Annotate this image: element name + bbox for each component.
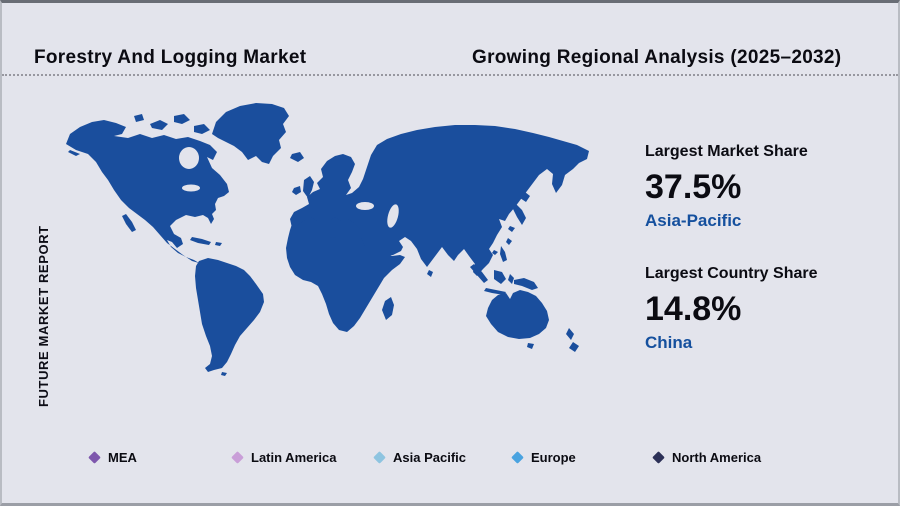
tasmania <box>527 343 534 349</box>
diamond-marker-icon <box>652 451 665 464</box>
iceland <box>290 152 304 162</box>
greenland <box>212 103 289 164</box>
stat-region: China <box>645 333 693 352</box>
australia <box>486 290 549 339</box>
page-subtitle: Growing Regional Analysis (2025–2032) <box>472 47 842 68</box>
legend-item-north-america: North America <box>652 450 762 465</box>
diamond-marker-icon <box>231 451 244 464</box>
indonesia-new-guinea <box>470 264 538 295</box>
italy-sicily <box>323 214 339 241</box>
legend-item-latin-america: Latin America <box>231 450 337 465</box>
south-america <box>195 258 264 372</box>
legend-item-mea: MEA <box>88 450 137 465</box>
dotted-divider <box>2 74 898 76</box>
legend-label: Latin America <box>251 450 337 465</box>
stat-value: 37.5% <box>645 168 742 206</box>
page-title: Forestry And Logging Market <box>34 47 307 68</box>
legend-label: Asia Pacific <box>393 450 466 465</box>
inland-water <box>179 147 399 228</box>
world-map <box>64 98 600 408</box>
legend-label: North America <box>672 450 762 465</box>
madagascar <box>382 297 394 320</box>
legend-label: MEA <box>108 450 137 465</box>
philippines <box>500 246 507 262</box>
caribbean <box>190 237 222 246</box>
legend-label: Europe <box>531 450 576 465</box>
diamond-marker-icon <box>88 451 101 464</box>
eurasia <box>290 125 589 276</box>
legend-item-asia-pacific: Asia Pacific <box>373 450 466 465</box>
aleutians <box>68 150 80 156</box>
diamond-marker-icon <box>373 451 386 464</box>
japan <box>508 192 530 232</box>
stat-country-share: Largest Country Share 14.8% China <box>645 265 895 353</box>
hudson-bay <box>179 147 199 169</box>
landmasses <box>66 103 589 376</box>
arctic-islands <box>134 114 210 134</box>
stat-label: Largest Country Share <box>645 265 818 282</box>
baja-california <box>122 214 136 232</box>
brand-watermark: FUTURE MARKET REPORT <box>36 225 51 407</box>
stat-value: 14.8% <box>645 290 742 328</box>
new-zealand <box>566 328 579 352</box>
great-lakes <box>182 184 200 192</box>
black-sea <box>356 202 374 210</box>
stat-market-share: Largest Market Share 37.5% Asia-Pacific <box>645 143 895 231</box>
africa <box>286 210 405 332</box>
legend-item-europe: Europe <box>511 450 576 465</box>
caspian-sea <box>387 204 399 228</box>
diamond-marker-icon <box>511 451 524 464</box>
stat-region: Asia-Pacific <box>645 211 742 230</box>
falkland-islands <box>221 372 227 376</box>
stat-label: Largest Market Share <box>645 143 808 160</box>
british-isles <box>292 176 314 198</box>
